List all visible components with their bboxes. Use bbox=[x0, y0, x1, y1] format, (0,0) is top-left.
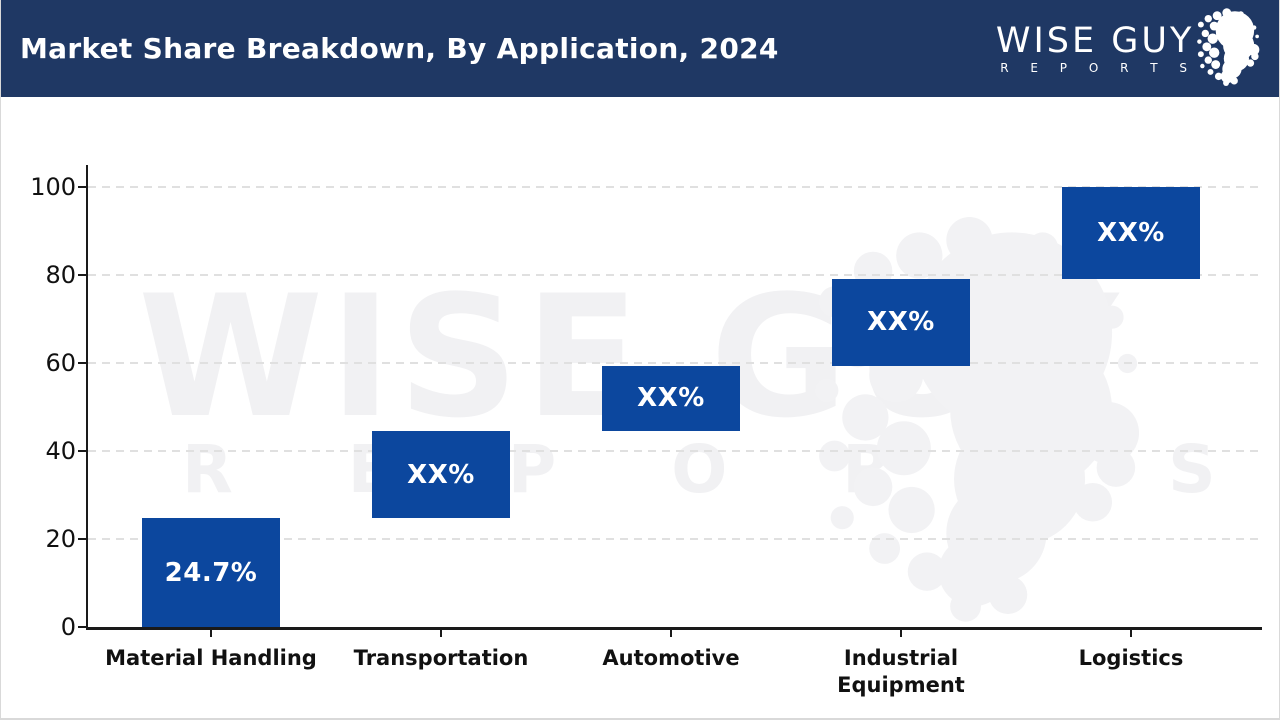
y-axis-tick-label: 80 bbox=[45, 261, 76, 289]
bar-value-label: XX% bbox=[637, 383, 705, 414]
gridline bbox=[88, 186, 1262, 188]
x-axis-tick bbox=[1130, 628, 1132, 637]
logo-wordmark-line2: R E P O R T S bbox=[1000, 61, 1196, 76]
y-axis-tick-label: 20 bbox=[45, 525, 76, 553]
waterfall-bar-material-handling: 24.7% bbox=[142, 518, 280, 627]
waterfall-bar-transportation: XX% bbox=[372, 431, 510, 519]
x-category-label: Industrial Equipment bbox=[837, 646, 965, 698]
x-category-label: Automotive bbox=[602, 646, 740, 670]
x-category-label: Transportation bbox=[353, 646, 529, 670]
header-bar: Market Share Breakdown, By Application, … bbox=[0, 0, 1280, 97]
chart-area: WISE GUY R E P O R T S 0 20 40 60 80 100 24.7%… bbox=[0, 97, 1280, 720]
bar-value-label: XX% bbox=[407, 459, 475, 490]
logo-wordmark: WISE GUY R E P O R T S bbox=[994, 20, 1196, 76]
y-axis-tick bbox=[78, 274, 87, 276]
waterfall-bar-industrial-equipment: XX% bbox=[832, 278, 970, 366]
bar-value-label: XX% bbox=[867, 307, 935, 338]
y-axis-tick bbox=[78, 450, 87, 452]
logo-head-icon bbox=[1197, 8, 1260, 86]
y-axis-tick-label: 0 bbox=[60, 613, 76, 641]
gridline bbox=[88, 450, 1262, 452]
y-axis-line bbox=[86, 165, 88, 630]
gridline bbox=[88, 538, 1262, 540]
y-axis-tick-label: 100 bbox=[30, 173, 76, 201]
x-axis-tick bbox=[210, 628, 212, 637]
wise-guy-logo: WISE GUY R E P O R T S bbox=[994, 6, 1266, 92]
x-category-label: Material Handling bbox=[105, 646, 317, 670]
y-axis-tick bbox=[78, 186, 87, 188]
y-axis-tick bbox=[78, 538, 87, 540]
x-category-label: Logistics bbox=[1078, 646, 1184, 670]
logo-wordmark-line1: WISE GUY bbox=[995, 20, 1195, 61]
x-axis-tick bbox=[440, 628, 442, 637]
page-title: Market Share Breakdown, By Application, … bbox=[20, 32, 779, 65]
gridline bbox=[88, 274, 1262, 276]
bar-value-label: XX% bbox=[1097, 217, 1165, 248]
x-axis-tick bbox=[670, 628, 672, 637]
waterfall-bar-logistics: XX% bbox=[1062, 187, 1200, 279]
y-axis-tick bbox=[78, 626, 87, 628]
bar-value-label: 24.7% bbox=[164, 557, 258, 588]
gridline bbox=[88, 362, 1262, 364]
y-axis-tick-label: 40 bbox=[45, 437, 76, 465]
waterfall-bar-automotive: XX% bbox=[602, 365, 740, 432]
x-axis-line bbox=[86, 627, 1262, 630]
y-axis-tick bbox=[78, 362, 87, 364]
y-axis-tick-label: 60 bbox=[45, 349, 76, 377]
x-axis-tick bbox=[900, 628, 902, 637]
